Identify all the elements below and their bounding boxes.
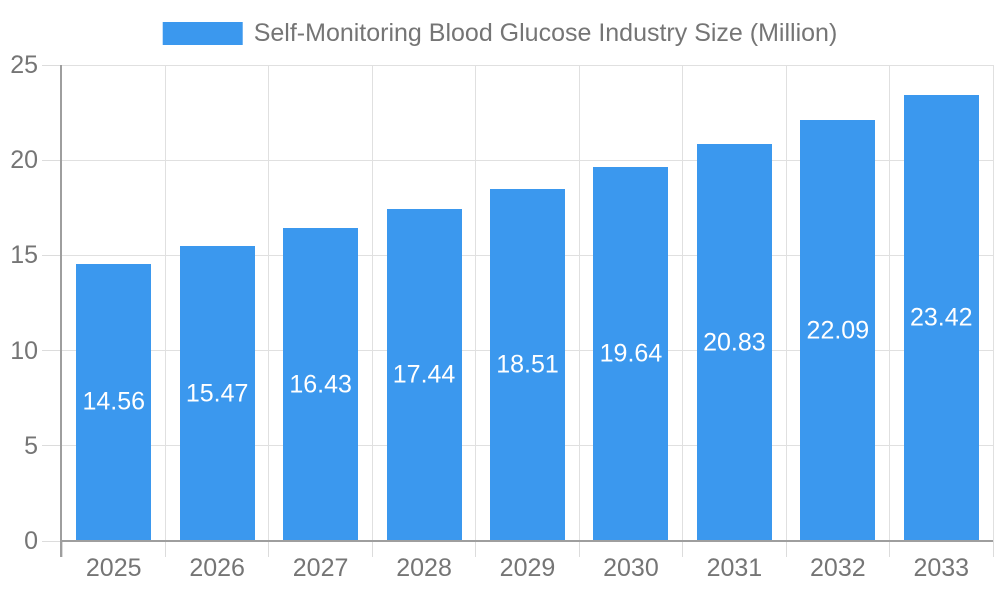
bar-value-label: 20.83 bbox=[703, 328, 766, 357]
x-tick-mark bbox=[268, 541, 270, 557]
bar-2030[interactable]: 19.64 bbox=[593, 167, 669, 541]
x-axis-tick-label: 2026 bbox=[189, 554, 245, 582]
y-tick-mark bbox=[42, 254, 62, 256]
bar-value-label: 17.44 bbox=[392, 360, 456, 389]
bar-value-label: 14.56 bbox=[82, 387, 145, 416]
bar-value-label: 15.47 bbox=[185, 379, 249, 408]
x-axis-tick-label: 2029 bbox=[499, 554, 556, 582]
y-axis-tick-label: 0 bbox=[24, 527, 38, 555]
x-gridline bbox=[578, 65, 580, 541]
y-gridline bbox=[62, 64, 993, 66]
x-axis-tick-label: 2028 bbox=[396, 554, 452, 582]
x-gridline bbox=[164, 65, 166, 541]
x-axis-tick-label: 2033 bbox=[913, 554, 970, 582]
bar-2033[interactable]: 23.42 bbox=[903, 95, 979, 541]
x-gridline bbox=[992, 65, 994, 541]
x-tick-mark bbox=[61, 541, 63, 557]
bar-value-label: 23.42 bbox=[909, 303, 973, 332]
x-tick-mark bbox=[475, 541, 477, 557]
x-gridline bbox=[371, 65, 373, 541]
y-axis-line bbox=[60, 65, 62, 557]
y-axis-tick-label: 5 bbox=[24, 431, 38, 460]
bar-2027[interactable]: 16.43 bbox=[283, 228, 359, 541]
x-tick-mark bbox=[992, 541, 994, 557]
x-gridline bbox=[889, 65, 891, 541]
legend-item[interactable]: Self-Monitoring Blood Glucose Industry S… bbox=[162, 19, 838, 48]
x-tick-mark bbox=[164, 541, 166, 557]
plot-area: 0 5 10 15 20 25 14.56 15.47 16.43 17.44 18.51 19.64… bbox=[10, 51, 994, 582]
x-gridline bbox=[785, 65, 787, 541]
x-gridline bbox=[475, 65, 477, 541]
bar-2026[interactable]: 15.47 bbox=[179, 246, 255, 541]
x-axis-line bbox=[60, 540, 993, 542]
y-tick-mark bbox=[42, 540, 62, 542]
x-axis-tick-label: 2031 bbox=[706, 554, 763, 582]
x-axis-tick-label: 2030 bbox=[603, 554, 659, 582]
bar-value-label: 19.64 bbox=[599, 339, 663, 368]
bar-2025[interactable]: 14.56 bbox=[76, 263, 152, 541]
y-tick-mark bbox=[42, 350, 62, 352]
bar-value-label: 22.09 bbox=[806, 316, 870, 345]
x-tick-mark bbox=[785, 541, 787, 557]
legend-swatch bbox=[162, 22, 243, 45]
y-axis-tick-label: 15 bbox=[10, 241, 38, 270]
x-axis-tick-label: 2025 bbox=[85, 554, 142, 582]
x-gridline bbox=[682, 65, 684, 541]
bar-value-label: 16.43 bbox=[289, 370, 352, 399]
legend-label: Self-Monitoring Blood Glucose Industry S… bbox=[253, 19, 838, 47]
x-tick-mark bbox=[682, 541, 684, 557]
y-axis-tick-label: 25 bbox=[10, 51, 38, 79]
x-gridline bbox=[268, 65, 270, 541]
bar-2031[interactable]: 20.83 bbox=[696, 144, 772, 541]
bar-2032[interactable]: 22.09 bbox=[800, 120, 876, 541]
bar-2028[interactable]: 17.44 bbox=[386, 208, 462, 541]
y-axis-tick-label: 10 bbox=[10, 336, 38, 365]
y-tick-mark bbox=[42, 445, 62, 447]
x-tick-mark bbox=[578, 541, 580, 557]
bar-value-label: 18.51 bbox=[496, 350, 559, 379]
y-tick-mark bbox=[42, 159, 62, 161]
x-axis-tick-label: 2032 bbox=[810, 554, 866, 582]
x-tick-mark bbox=[889, 541, 891, 557]
x-axis-tick-label: 2027 bbox=[292, 554, 349, 582]
y-gridline bbox=[62, 159, 993, 161]
y-tick-mark bbox=[42, 64, 62, 66]
x-tick-mark bbox=[371, 541, 373, 557]
y-axis-tick-label: 20 bbox=[10, 146, 38, 175]
bar-2029[interactable]: 18.51 bbox=[490, 188, 565, 541]
